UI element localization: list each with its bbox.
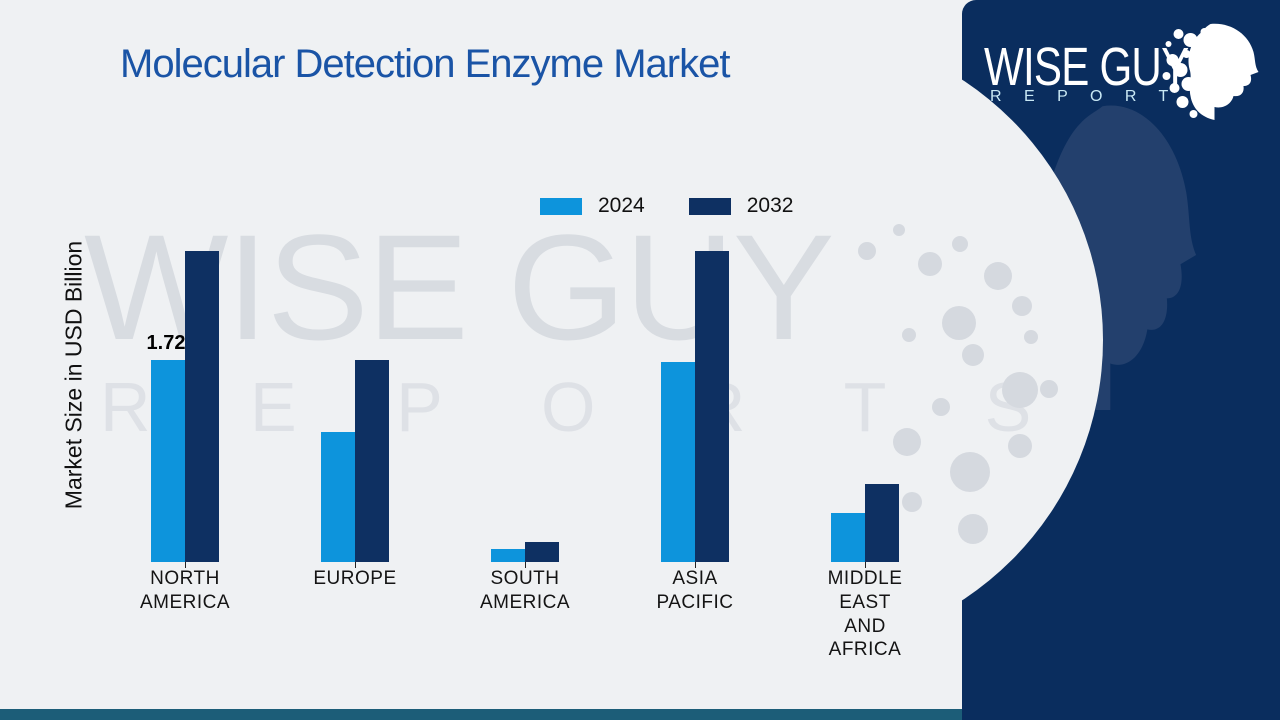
watermark-dot (942, 306, 976, 340)
bar-asia-pacific-2032 (695, 251, 729, 562)
watermark-reports-text: R E P O R T S (100, 368, 1072, 446)
dotted-face-profile-icon (1162, 23, 1259, 120)
watermark-dot (1002, 372, 1038, 408)
watermark-dot (952, 236, 968, 252)
category-label-asia-pacific: ASIA PACIFIC (656, 568, 734, 613)
watermark-dot (1008, 434, 1032, 458)
y-axis-label: Market Size in USD Billion (60, 240, 87, 510)
x-axis-tick (695, 562, 696, 568)
legend-swatch-2032 (688, 197, 731, 215)
watermark-dot (1040, 380, 1058, 398)
watermark-dot (1012, 296, 1032, 316)
logo-reports-text: R E P O R T S (990, 88, 1211, 105)
category-label-north-america: NORTH AMERICA (139, 568, 231, 613)
watermark-dot (918, 252, 942, 276)
legend: 2024 2032 (540, 194, 793, 218)
watermark-dot (962, 344, 984, 366)
x-axis-tick (355, 562, 356, 568)
x-axis-tick (185, 562, 186, 568)
footer-bar (0, 709, 962, 720)
x-axis-tick (865, 562, 866, 568)
watermark-dot (950, 452, 990, 492)
watermark-dot (902, 328, 916, 342)
bar-middle-east-and-africa-2032 (865, 484, 899, 562)
bar-value-label: 1.72 (146, 332, 186, 354)
legend-label-2024: 2024 (598, 194, 645, 217)
watermark-dot (893, 224, 905, 236)
watermark-dot (1024, 330, 1038, 344)
bar-middle-east-and-africa-2024 (831, 513, 865, 562)
chart-title: Molecular Detection Enzyme Market (120, 42, 730, 86)
watermark-dot (858, 242, 876, 260)
category-label-south-america: SOUTH AMERICA (479, 568, 571, 613)
category-label-middle-east-and-africa: MIDDLE EAST AND AFRICA (827, 568, 903, 661)
bar-north-america-2024 (151, 360, 185, 562)
watermark-dot (984, 262, 1012, 290)
background-circle (481, 29, 1103, 651)
category-label-europe: EUROPE (313, 568, 397, 589)
bar-asia-pacific-2024 (661, 362, 695, 562)
watermark-dot (932, 398, 950, 416)
legend-swatch-2024 (540, 197, 582, 215)
bar-europe-2024 (321, 432, 355, 562)
watermark-dot (958, 514, 988, 544)
bar-north-america-2032 (185, 251, 219, 562)
bar-south-america-2032 (525, 542, 559, 562)
x-axis-tick (525, 562, 526, 568)
watermark-dot (893, 428, 921, 456)
bar-europe-2032 (355, 360, 389, 562)
bar-south-america-2024 (491, 549, 525, 562)
logo-brand-text: WISE GUY (984, 37, 1189, 97)
legend-item-2032: 2032 (688, 194, 794, 218)
legend-item-2024: 2024 (540, 194, 645, 218)
legend-label-2032: 2032 (746, 194, 794, 217)
watermark-dot (902, 492, 922, 512)
